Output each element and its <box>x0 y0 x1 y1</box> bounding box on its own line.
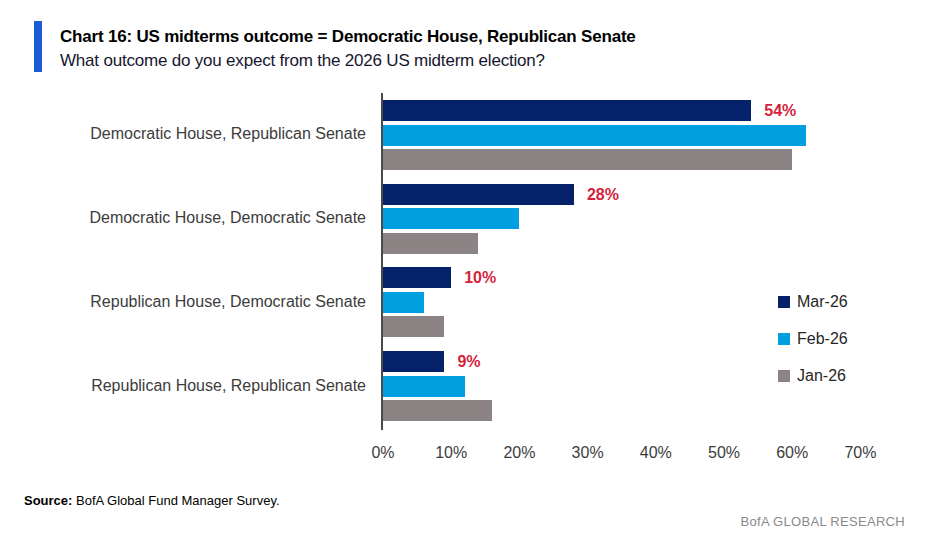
x-axis-tick-label: 70% <box>830 444 890 462</box>
bar-feb-26 <box>383 208 519 229</box>
legend-label: Mar-26 <box>797 293 848 311</box>
legend-label: Feb-26 <box>797 330 848 348</box>
legend-item: Feb-26 <box>778 330 848 348</box>
source-label: Source: <box>24 493 72 508</box>
x-axis-tick-label: 50% <box>694 444 754 462</box>
source-note: Source: BofA Global Fund Manager Survey. <box>24 493 280 508</box>
bar-mar-26 <box>383 351 444 372</box>
bar-jan-26 <box>383 316 444 337</box>
data-label: 9% <box>457 353 480 371</box>
category-label: Republican House, Republican Senate <box>24 377 366 395</box>
category-label: Democratic House, Democratic Senate <box>24 209 366 227</box>
bar-feb-26 <box>383 376 465 397</box>
accent-bar <box>34 21 42 72</box>
bar-feb-26 <box>383 292 424 313</box>
bar-jan-26 <box>383 400 492 421</box>
legend-item: Mar-26 <box>778 293 848 311</box>
bar-jan-26 <box>383 149 792 170</box>
legend-item: Jan-26 <box>778 367 846 385</box>
source-text: BofA Global Fund Manager Survey. <box>72 493 279 508</box>
bar-mar-26 <box>383 267 451 288</box>
x-axis-tick-label: 0% <box>353 444 413 462</box>
x-axis-tick-label: 10% <box>421 444 481 462</box>
legend-swatch-jan-26 <box>778 370 790 382</box>
legend-swatch-feb-26 <box>778 333 790 345</box>
category-label: Democratic House, Republican Senate <box>24 125 366 143</box>
x-axis-tick-label: 60% <box>762 444 822 462</box>
bar-mar-26 <box>383 184 574 205</box>
x-axis-tick-label: 40% <box>626 444 686 462</box>
chart-figure: Chart 16: US midterms outcome = Democrat… <box>0 0 926 552</box>
brand-mark: BofA GLOBAL RESEARCH <box>741 514 905 529</box>
category-label: Republican House, Democratic Senate <box>24 293 366 311</box>
data-label: 10% <box>464 269 496 287</box>
bar-mar-26 <box>383 100 751 121</box>
legend-label: Jan-26 <box>797 367 846 385</box>
x-axis-tick-label: 20% <box>489 444 549 462</box>
bar-jan-26 <box>383 233 478 254</box>
data-label: 28% <box>587 186 619 204</box>
bar-feb-26 <box>383 125 806 146</box>
x-axis-tick-label: 30% <box>558 444 618 462</box>
data-label: 54% <box>764 102 796 120</box>
chart-subtitle: What outcome do you expect from the 2026… <box>60 51 545 71</box>
chart-title: Chart 16: US midterms outcome = Democrat… <box>60 27 636 47</box>
legend-swatch-mar-26 <box>778 296 790 308</box>
